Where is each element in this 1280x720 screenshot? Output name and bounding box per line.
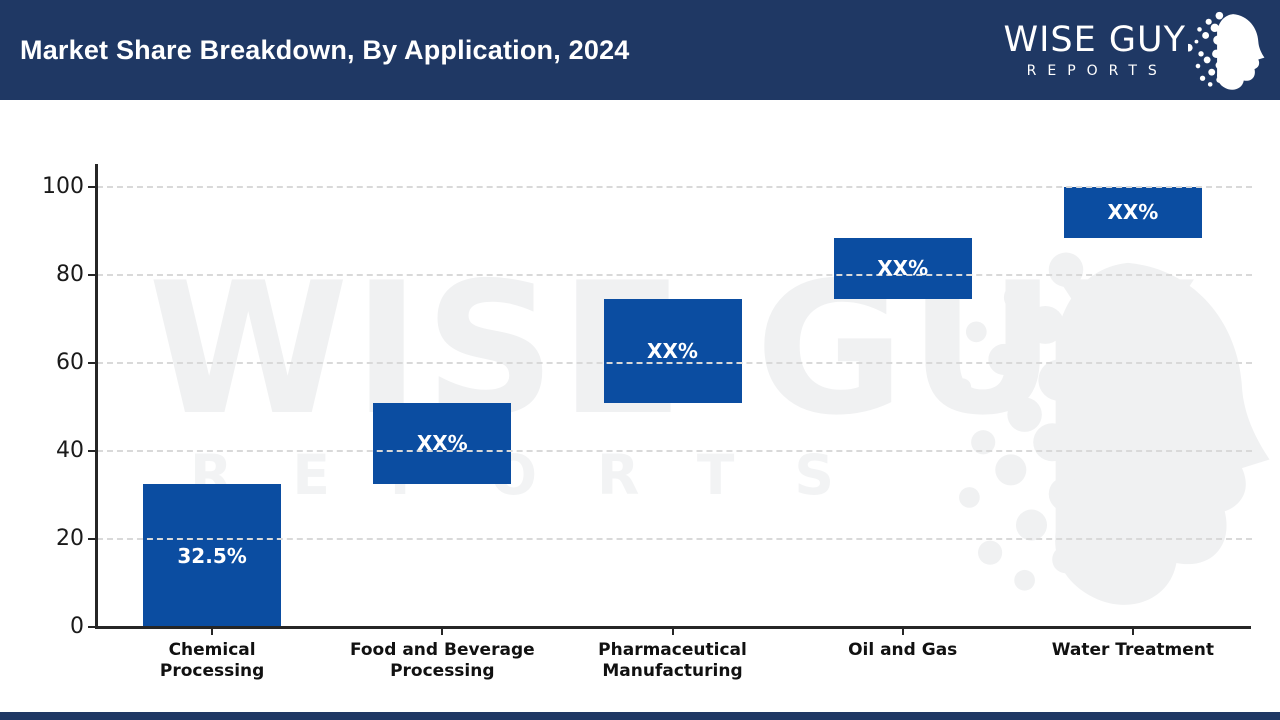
- y-axis-tick: [88, 186, 96, 188]
- y-axis-tick-label: 40: [56, 438, 84, 463]
- y-axis-tick-label: 100: [42, 174, 84, 199]
- y-axis-tick-label: 80: [56, 262, 84, 287]
- y-axis-line: [95, 164, 98, 629]
- x-axis-category-label: Oil and Gas: [848, 640, 958, 660]
- logo-head-icon: [1188, 11, 1265, 90]
- bar-value-label: XX%: [877, 256, 929, 281]
- y-axis-tick: [88, 362, 96, 364]
- x-axis-tick: [901, 627, 904, 635]
- y-axis-tick-label: 20: [56, 526, 84, 551]
- x-axis-category-label: Food and Beverage Processing: [349, 640, 535, 682]
- chart-area: WISE GUY REPORTS 0 20 40 60 80 100 32.5% Chemic…: [0, 100, 1280, 712]
- bar-value-label: 32.5%: [177, 543, 247, 568]
- x-axis-category-label: Water Treatment: [1051, 640, 1215, 660]
- bar-value-label: XX%: [647, 338, 698, 363]
- gridline-80: [97, 274, 1252, 276]
- x-axis-tick: [211, 627, 214, 635]
- x-axis-category-label: Chemical Processing: [159, 640, 265, 682]
- y-axis-tick: [88, 450, 96, 452]
- bar-segment-4: [833, 237, 972, 300]
- y-axis-tick-label: 0: [70, 614, 84, 639]
- x-axis-tick: [671, 627, 674, 635]
- gridline-60: [97, 362, 1252, 364]
- x-axis-tick: [1131, 627, 1134, 635]
- gridline-20: [97, 538, 1252, 540]
- logo-wordmark: WISE GUY: [1003, 19, 1186, 60]
- gridline-40: [97, 450, 1252, 452]
- bar-segment-3: [603, 299, 742, 403]
- bar-segment-1: [143, 484, 282, 627]
- gridline-100: [97, 186, 1252, 188]
- y-axis-tick: [88, 538, 96, 540]
- x-axis-tick: [441, 627, 444, 635]
- wise-guy-logo: WISE GUY REPORTS: [1003, 8, 1266, 92]
- header-bar: Market Share Breakdown, By Application, …: [0, 0, 1280, 100]
- bar-value-label: XX%: [1107, 200, 1159, 225]
- logo-subtitle: REPORTS: [1026, 62, 1168, 79]
- watermark-subtitle: REPORTS: [190, 443, 894, 507]
- bar-segment-5: [1063, 187, 1202, 238]
- y-axis-tick-label: 60: [56, 350, 84, 375]
- x-axis-category-label: Pharmaceutical Manufacturing: [598, 640, 747, 682]
- y-axis-tick: [88, 274, 96, 276]
- footer-bar: [0, 712, 1280, 720]
- y-axis-tick: [88, 626, 96, 628]
- bar-segment-2: [373, 402, 512, 484]
- bar-value-label: XX%: [416, 431, 468, 456]
- logo-text: WISE GUY REPORTS: [1003, 19, 1186, 79]
- page-title: Market Share Breakdown, By Application, …: [20, 34, 630, 65]
